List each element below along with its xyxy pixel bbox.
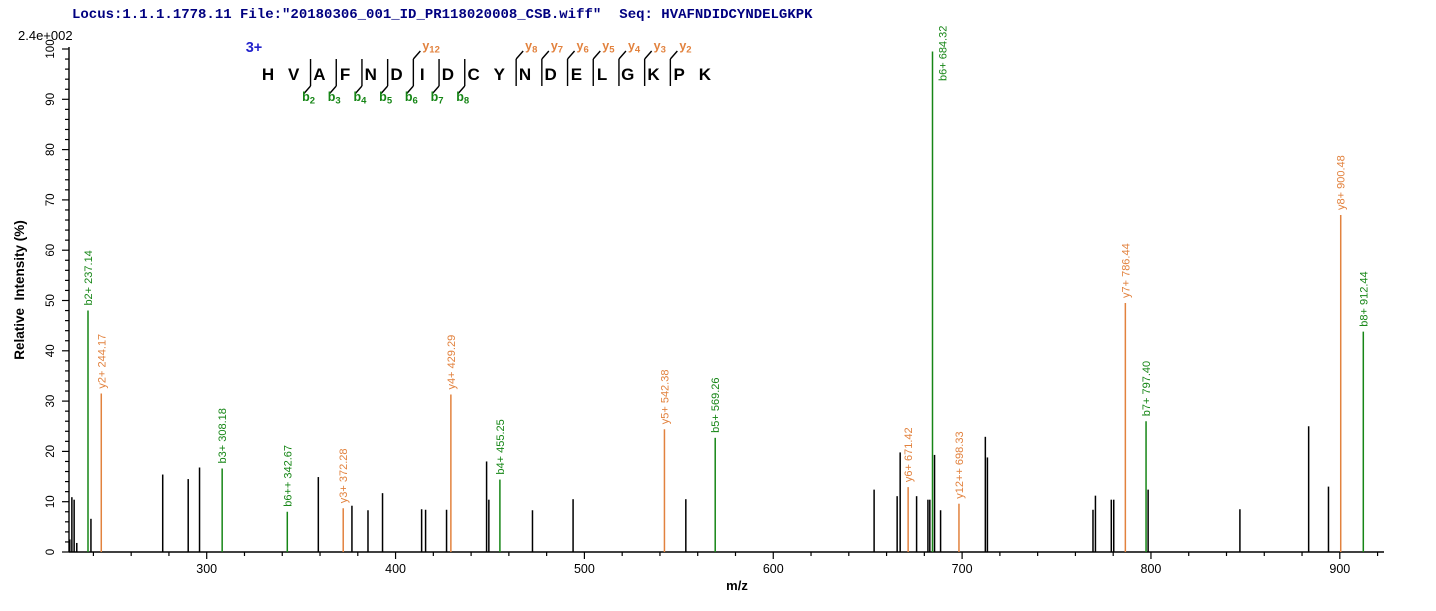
peak-label-y8+: y8+ 900.48 <box>1336 155 1348 210</box>
b-ion-label-b5: b5 <box>379 90 393 107</box>
b-ion-label-b8: b8 <box>456 90 469 107</box>
sequence-label: Seq: HVAFNDIDCYNDELGKPK <box>619 7 813 23</box>
locus-file-label: Locus:1.1.1.1778.11 File:"20180306_001_I… <box>72 7 602 23</box>
y-ion-label-y4: y4 <box>628 39 641 56</box>
residue-7-I: I <box>420 65 425 84</box>
y-ion-label-y2: y2 <box>679 39 691 56</box>
y-tick-label: 90 <box>45 93 57 106</box>
residue-2-V: V <box>288 65 300 84</box>
x-tick-label: 300 <box>196 562 217 576</box>
residue-16-K: K <box>647 65 660 84</box>
y-ion-slash <box>515 50 524 60</box>
peak-label-b6+: b6+ 684.32 <box>937 26 949 81</box>
b-ion-slash <box>405 85 414 95</box>
peaks-layer: b2+ 237.14 y2+ 244.17 b3+ 308.18 b6++ 342.6… <box>69 26 1370 552</box>
y-tick-label: 100 <box>45 39 57 58</box>
residue-9-C: C <box>467 65 479 84</box>
base-peak-intensity-label: 2.4e+002 <box>18 28 73 43</box>
b-ion-label-b3: b3 <box>328 90 341 107</box>
residue-10-Y: Y <box>494 65 506 84</box>
residue-18-K: K <box>699 65 712 84</box>
peak-label-y4+: y4+ 429.29 <box>446 335 458 390</box>
y-tick-label: 10 <box>45 495 57 508</box>
b-ion-slash <box>380 85 389 95</box>
y-ion-slash <box>541 50 550 60</box>
residue-4-F: F <box>340 65 350 84</box>
peak-label-b7+: b7+ 797.40 <box>1141 361 1153 416</box>
b-ion-slash <box>431 85 440 95</box>
y-tick-label: 40 <box>45 344 57 357</box>
peak-label-y6+: y6+ 671.42 <box>903 427 915 482</box>
peak-label-b5+: b5+ 569.26 <box>710 377 722 432</box>
x-tick-label: 900 <box>1329 562 1350 576</box>
peak-label-b6++: b6++ 342.67 <box>282 445 294 507</box>
header-line: Locus:1.1.1.1778.11 File:"20180306_001_I… <box>72 7 813 23</box>
y-tick-label: 50 <box>45 294 57 307</box>
y-ion-slash <box>567 50 576 60</box>
peak-label-y12++: y12++ 698.33 <box>954 431 966 498</box>
residue-12-D: D <box>545 65 557 84</box>
b-ion-label-b2: b2 <box>302 90 315 107</box>
b-ion-slash <box>303 85 312 95</box>
peak-label-b8+: b8+ 912.44 <box>1358 271 1370 326</box>
b-ion-label-b4: b4 <box>353 90 367 107</box>
residue-8-D: D <box>442 65 454 84</box>
peak-label-y3+: y3+ 372.28 <box>338 448 350 503</box>
y-ion-label-y6: y6 <box>577 39 589 56</box>
residue-14-L: L <box>597 65 607 84</box>
b-ion-label-b7: b7 <box>431 90 444 107</box>
y-tick-label: 0 <box>45 549 57 555</box>
axes-layer: Relative Intensity (%) m/z <box>12 47 1384 593</box>
b-ion-slash <box>457 85 466 95</box>
residue-3-A: A <box>313 65 325 84</box>
y-ion-label-y7: y7 <box>551 39 563 56</box>
residue-1-H: H <box>262 65 274 84</box>
b-ion-slash <box>354 85 363 95</box>
y-ion-slash <box>412 50 421 60</box>
x-axis-title: m/z <box>726 578 748 593</box>
precursor-charge-label: 3+ <box>246 40 263 56</box>
residue-15-G: G <box>621 65 634 84</box>
residue-6-D: D <box>390 65 402 84</box>
y-axis-title: Relative Intensity (%) <box>12 220 27 360</box>
x-tick-label: 800 <box>1141 562 1162 576</box>
x-tick-label: 600 <box>763 562 784 576</box>
y-ion-slash <box>592 50 601 60</box>
peak-label-y2+: y2+ 244.17 <box>96 334 108 389</box>
peak-label-y5+: y5+ 542.38 <box>659 370 671 425</box>
y-ion-label-y3: y3 <box>654 39 666 56</box>
peak-label-b2+: b2+ 237.14 <box>83 250 95 305</box>
y-tick-label: 60 <box>45 244 57 257</box>
y-ion-label-y12: y12 <box>422 39 440 56</box>
x-tick-label: 700 <box>952 562 973 576</box>
residue-11-N: N <box>519 65 531 84</box>
peak-label-b4+: b4+ 455.25 <box>495 419 507 474</box>
y-tick-label: 30 <box>45 395 57 408</box>
y-tick-label: 80 <box>45 143 57 156</box>
y-ion-label-y5: y5 <box>602 39 615 56</box>
b-ion-label-b6: b6 <box>405 90 418 107</box>
y-ion-slash <box>644 50 653 60</box>
y-tick-label: 20 <box>45 445 57 458</box>
residue-5-N: N <box>365 65 377 84</box>
b-ion-slash <box>328 85 337 95</box>
x-tick-label: 500 <box>574 562 595 576</box>
peak-label-b3+: b3+ 308.18 <box>217 408 229 463</box>
y-ion-label-y8: y8 <box>525 39 537 56</box>
residue-13-E: E <box>571 65 582 84</box>
x-tick-label: 400 <box>385 562 406 576</box>
peak-label-y7+: y7+ 786.44 <box>1120 243 1132 298</box>
y-tick-label: 70 <box>45 194 57 207</box>
y-ion-slash <box>669 50 678 60</box>
ticks-layer: 300 400 500 600 700 800 900 0 10 20 30 40 50 60 70 80 90… <box>45 39 1379 576</box>
y-ion-slash <box>618 50 627 60</box>
residue-17-P: P <box>674 65 685 84</box>
